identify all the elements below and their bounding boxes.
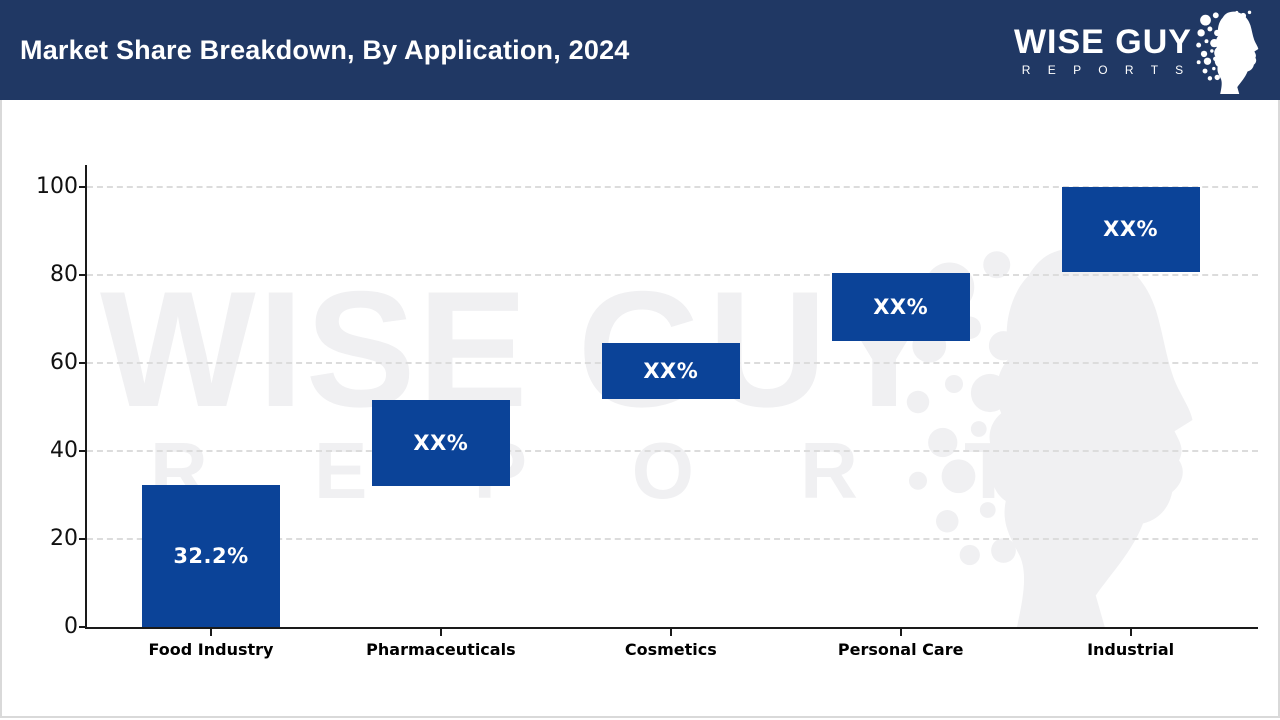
- bar-value-label: XX%: [413, 431, 469, 456]
- dotted-head-icon: [1182, 6, 1274, 94]
- bar-food-industry: 32.2%: [142, 485, 280, 627]
- y-tick-mark: [79, 626, 87, 628]
- x-axis-label: Cosmetics: [624, 640, 717, 659]
- bar-cosmetics: XX%: [601, 342, 740, 400]
- x-tick-mark: [1129, 629, 1132, 636]
- x-axis-label: Personal Care: [837, 640, 964, 659]
- bar-value-label: XX%: [1103, 217, 1159, 242]
- bar-industrial: XX%: [1061, 187, 1200, 272]
- x-axis-label: Food Industry: [148, 640, 274, 659]
- y-tick-mark: [79, 274, 87, 276]
- bar-personal-care: XX%: [831, 273, 970, 342]
- watermark-brand-text: WISE GUY: [100, 257, 942, 441]
- gridline: [87, 186, 1258, 188]
- x-axis-label: Pharmaceuticals: [366, 640, 516, 659]
- x-tick-mark: [899, 629, 902, 636]
- bar-value-label: XX%: [873, 295, 929, 320]
- x-axis-line: [85, 627, 1258, 629]
- y-tick-label: 60: [50, 350, 78, 375]
- x-tick-mark: [439, 629, 442, 636]
- y-tick-mark: [79, 450, 87, 452]
- y-tick-mark: [79, 362, 87, 364]
- page-title: Market Share Breakdown, By Application, …: [20, 34, 630, 65]
- bar-pharmaceuticals: XX%: [371, 400, 510, 487]
- y-tick-mark: [79, 186, 87, 188]
- y-tick-label: 40: [50, 438, 78, 463]
- gridline: [87, 450, 1258, 452]
- x-axis-label: Industrial: [1087, 640, 1175, 659]
- watermark-subtitle-text: R E P O R T S: [150, 426, 1215, 515]
- gridline: [87, 538, 1258, 540]
- x-tick-mark: [210, 629, 212, 636]
- brand-name: WISE GUY: [1013, 22, 1192, 61]
- bar-value-label: 32.2%: [173, 544, 249, 569]
- header-bar: Market Share Breakdown, By Application, …: [0, 0, 1280, 100]
- y-tick-label: 100: [36, 174, 78, 199]
- brand-subtitle: R E P O R T S: [1021, 62, 1191, 77]
- y-tick-label: 0: [64, 614, 78, 639]
- bar-value-label: XX%: [643, 358, 699, 383]
- brand-logo: WISE GUY R E P O R T S: [1014, 6, 1274, 94]
- y-tick-mark: [79, 538, 87, 540]
- y-axis-line: [85, 165, 87, 629]
- gridline: [87, 274, 1258, 276]
- y-tick-label: 20: [50, 526, 78, 551]
- brand-logo-text: WISE GUY R E P O R T S: [1014, 25, 1192, 76]
- x-tick-mark: [669, 629, 672, 636]
- y-tick-label: 80: [50, 262, 78, 287]
